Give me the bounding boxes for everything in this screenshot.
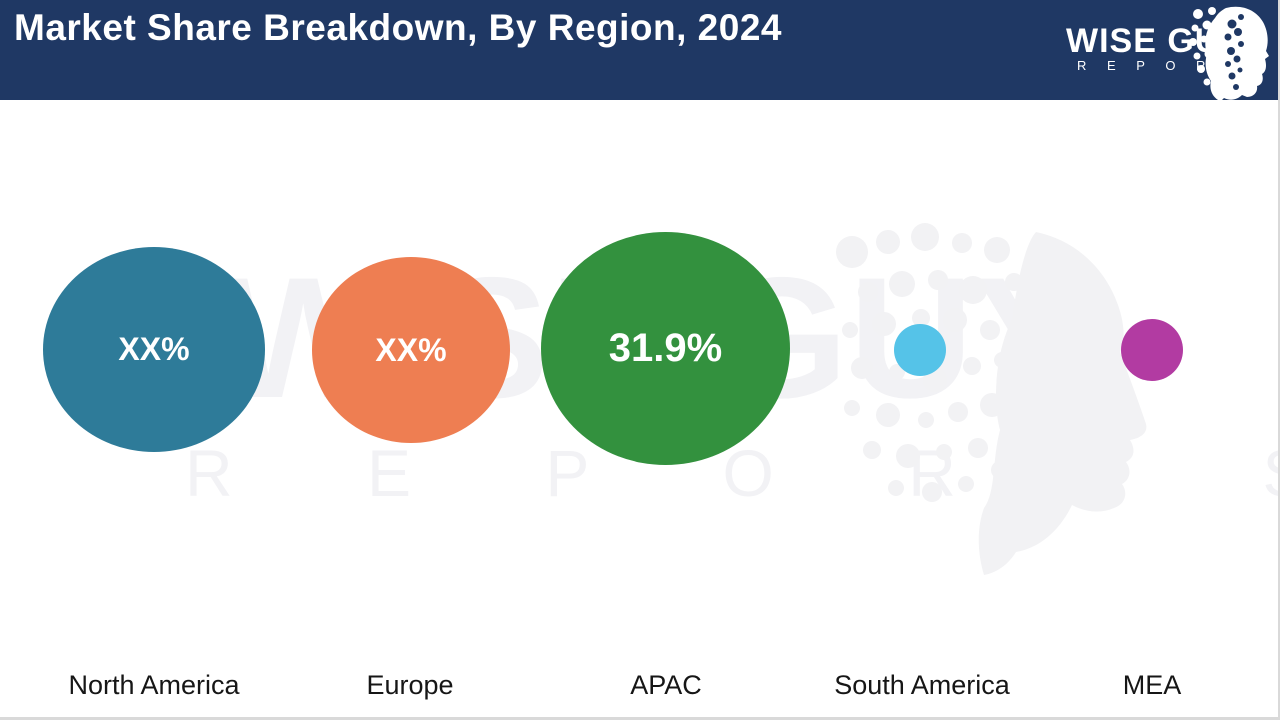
bubble-value-label: 31.9% (608, 326, 723, 370)
bubble-north-america: XX% (43, 247, 265, 452)
category-label-apac: APAC (630, 670, 702, 700)
category-label-south-america: South America (834, 670, 1010, 700)
category-label-europe: Europe (366, 670, 454, 700)
bubble-value-label: XX% (375, 331, 447, 368)
bubble-mea (1121, 319, 1183, 381)
page-title: Market Share Breakdown, By Region, 2024 (14, 7, 782, 48)
category-label-north-america: North America (68, 670, 240, 700)
category-label-mea: MEA (1122, 670, 1182, 700)
bubble-apac: 31.9% (541, 232, 790, 465)
wise-guy-logo: WISE GUY R E P O R T S (1030, 0, 1270, 100)
bubble-europe: XX% (312, 257, 510, 443)
bubble-value-label: XX% (118, 331, 190, 367)
watermark-head-profile-icon (836, 223, 1147, 575)
header-bar: Market Share Breakdown, By Region, 2024 … (0, 0, 1278, 100)
head-profile-dots-icon (1189, 6, 1269, 100)
bubble-south-america (894, 324, 946, 376)
